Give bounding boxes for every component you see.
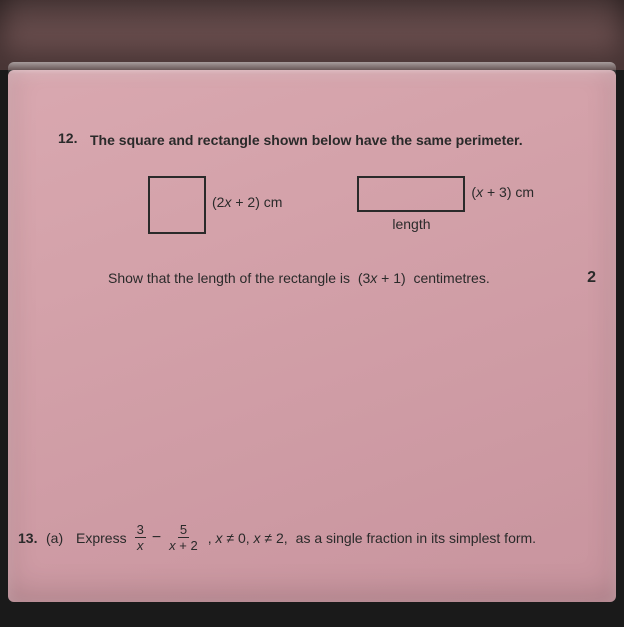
q13-fraction-expression: 3 x − 5 x + 2: [135, 523, 200, 552]
question-12-row: 12. The square and rectangle shown below…: [58, 130, 586, 151]
page-container: 12. The square and rectangle shown below…: [0, 0, 624, 627]
top-shadow-region: [0, 0, 624, 70]
q13-tail: as a single fraction in its simplest for…: [296, 530, 536, 546]
frac2-denominator: x + 2: [167, 538, 200, 552]
q13-lead: Express: [76, 530, 127, 546]
square-label: (2x + 2) cm: [212, 194, 282, 210]
show-that-row: Show that the length of the rectangle is…: [58, 269, 586, 287]
rectangle-under-label: length: [392, 216, 430, 232]
q13-text: Express 3 x − 5 x + 2 , x ≠ 0, x ≠ 2, as…: [76, 523, 536, 552]
rectangle-stack: length: [357, 176, 465, 232]
q13-condition: , x ≠ 0, x ≠ 2,: [208, 530, 288, 546]
q13-number: 13.: [18, 530, 46, 546]
rectangle-group: length (x + 3) cm: [357, 176, 534, 232]
fraction-1: 3 x: [135, 523, 146, 552]
square-stack: [148, 176, 206, 234]
question-13-row: 13. (a) Express 3 x − 5 x + 2 , x ≠ 0, x…: [18, 523, 586, 552]
q13-sub: (a): [46, 530, 76, 546]
fraction-2: 5 x + 2: [167, 523, 200, 552]
q12-show-that: Show that the length of the rectangle is…: [108, 270, 587, 286]
frac1-denominator: x: [135, 538, 146, 552]
shapes-row: (2x + 2) cm length (x + 3) cm: [148, 176, 586, 234]
rectangle-shape: [357, 176, 465, 212]
rectangle-label: (x + 3) cm: [471, 184, 534, 200]
bottom-dark-region: [0, 602, 624, 627]
frac1-numerator: 3: [135, 523, 146, 538]
q12-number: 12.: [58, 130, 90, 146]
q12-prompt: The square and rectangle shown below hav…: [90, 130, 586, 151]
frac2-numerator: 5: [178, 523, 189, 538]
q12-marks: 2: [587, 269, 596, 287]
worksheet-paper: 12. The square and rectangle shown below…: [8, 70, 616, 602]
minus-sign: −: [152, 530, 161, 546]
square-group: (2x + 2) cm: [148, 176, 282, 234]
square-shape: [148, 176, 206, 234]
